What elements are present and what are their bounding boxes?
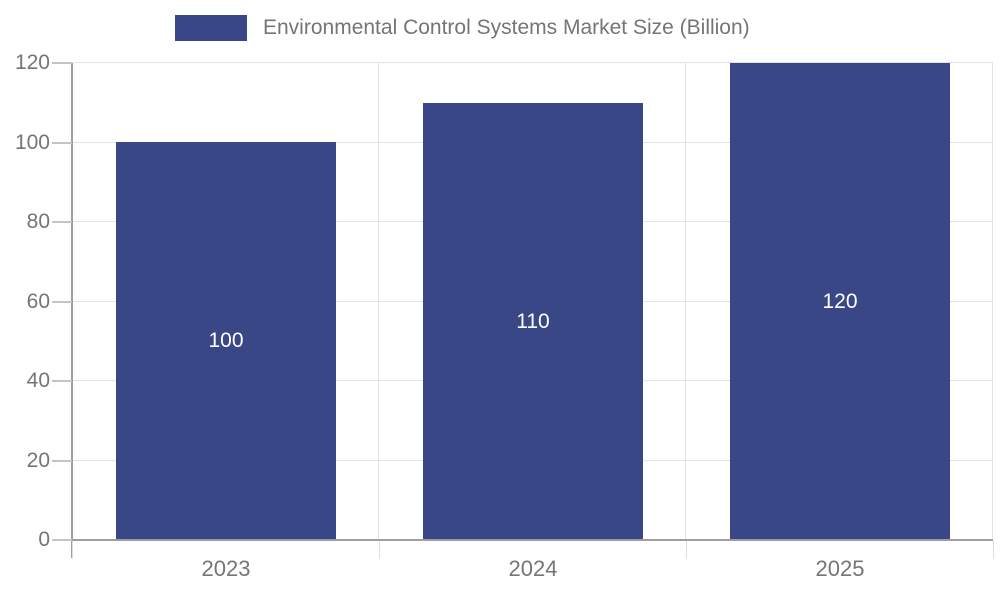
y-tick-label-80: 80 — [26, 210, 50, 233]
x-tick-mark — [379, 541, 380, 559]
y-tick-label-120: 120 — [14, 51, 50, 74]
bar-value-label: 110 — [516, 309, 550, 333]
gridline-x-2 — [685, 63, 686, 540]
bar-value-label: 100 — [208, 329, 244, 352]
y-tick-mark-80 — [52, 221, 72, 223]
legend-swatch — [175, 15, 247, 41]
x-tick-mark — [686, 541, 687, 559]
y-tick-mark-40 — [52, 380, 72, 382]
gridline-x-1 — [378, 63, 379, 540]
y-axis-line — [71, 63, 73, 558]
y-tick-label-0: 0 — [38, 528, 50, 551]
bar-2025: 120 — [730, 63, 950, 540]
y-tick-mark-20 — [52, 459, 72, 462]
y-tick-mark-100 — [52, 141, 72, 144]
bar-2023: 100 — [116, 142, 336, 540]
bar-value-label: 120 — [822, 289, 858, 313]
y-tick-label-60: 60 — [26, 289, 50, 313]
y-tick-label-100: 100 — [14, 130, 50, 154]
x-axis-line — [72, 539, 993, 541]
bar-2024: 110 — [423, 103, 643, 540]
chart-legend[interactable]: Environmental Control Systems Market Siz… — [175, 15, 750, 41]
y-tick-mark-0 — [52, 539, 72, 541]
x-tick-mark — [72, 541, 73, 559]
legend-label: Environmental Control Systems Market Siz… — [263, 16, 750, 39]
plot-area: 100 110 120 — [72, 62, 993, 540]
gridline-y-120 — [72, 62, 993, 63]
x-tick-label-2025: 2025 — [815, 556, 865, 581]
x-tick-label-2024: 2024 — [508, 556, 558, 581]
y-tick-label-40: 40 — [26, 369, 50, 392]
x-tick-label-2023: 2023 — [201, 556, 251, 581]
y-tick-mark-60 — [52, 300, 72, 303]
gridline-x-3 — [992, 63, 993, 540]
y-tick-label-20: 20 — [26, 448, 50, 472]
y-tick-mark-120 — [52, 62, 72, 64]
x-tick-mark — [993, 541, 994, 559]
